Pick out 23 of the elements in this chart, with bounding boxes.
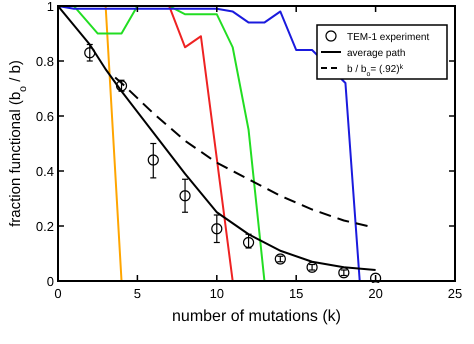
x-tick-label: 5 xyxy=(134,286,142,301)
x-tick-label: 25 xyxy=(448,286,462,301)
legend-label: TEM-1 experiment xyxy=(347,32,430,43)
point xyxy=(148,154,159,166)
y-tick-label: 0.2 xyxy=(36,219,54,234)
y-tick-label: 0 xyxy=(46,274,54,289)
point xyxy=(274,253,286,265)
y-tick-label: 0.4 xyxy=(36,164,54,179)
x-tick-label: 20 xyxy=(368,286,383,301)
point xyxy=(179,190,191,202)
legend-label: b / b$_{o}$= (.92)$^{k}$ xyxy=(347,62,404,78)
x-tick-label: 10 xyxy=(210,286,224,301)
y-tick-label: 0.8 xyxy=(36,54,54,69)
legend-label: average path xyxy=(347,48,406,59)
point xyxy=(242,236,254,248)
y-tick-label: 1 xyxy=(46,0,54,14)
point xyxy=(211,223,222,234)
point xyxy=(370,272,382,283)
y-tick-label: 0.6 xyxy=(36,109,54,124)
line-series xyxy=(114,76,369,227)
point xyxy=(84,47,96,58)
x-tick-label: 15 xyxy=(288,286,304,301)
x-axis-title: number of mutations (k) xyxy=(172,308,341,325)
